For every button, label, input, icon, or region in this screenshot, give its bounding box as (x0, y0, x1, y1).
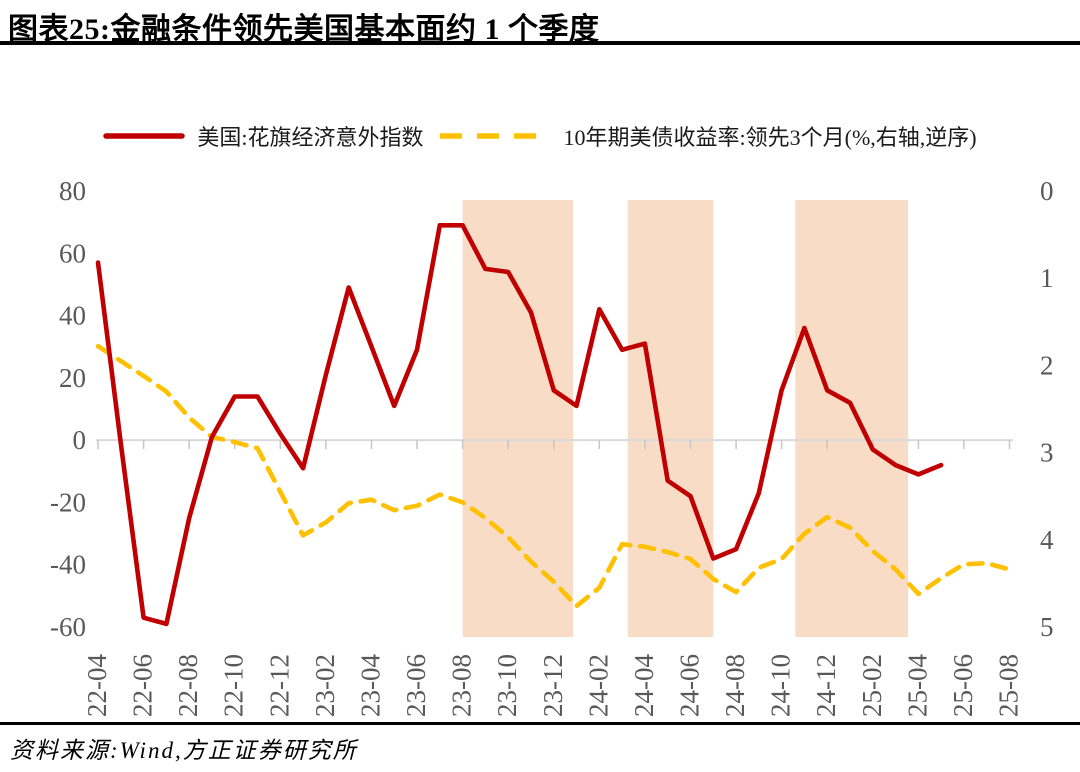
x-axis-label: 24-08 (720, 654, 750, 717)
x-axis-label: 22-12 (264, 654, 294, 717)
legend-item-ust10y-yield: 10年期美债收益率:领先3个月(%,右轴,逆序) (438, 120, 977, 152)
x-axis-label: 25-06 (948, 654, 978, 717)
x-axis-label: 25-08 (994, 654, 1024, 717)
x-axis-label: 25-02 (857, 654, 887, 717)
x-axis-label: 25-04 (902, 654, 932, 717)
figure-title: 图表25:金融条件领先美国基本面约 1 个季度 (8, 13, 600, 46)
x-axis-label: 23-08 (447, 654, 477, 717)
left-axis-label: 20 (59, 363, 86, 393)
highlight-band (627, 200, 714, 637)
x-axis-label: 22-08 (173, 654, 203, 717)
x-axis-label: 24-02 (583, 654, 613, 717)
ust10y-yield-line (95, 343, 1012, 609)
legend-item-citi-surprise: 美国:花旗经济意外指数 (103, 120, 424, 152)
right-axis-label: 0 (1040, 176, 1054, 206)
x-axis-label: 23-10 (492, 654, 522, 717)
footer-divider (0, 722, 1080, 725)
x-axis-label: 22-04 (82, 654, 112, 717)
highlight-band (462, 200, 574, 637)
x-axis-label: 24-10 (766, 654, 796, 717)
x-axis-label: 23-04 (356, 654, 386, 717)
left-axis-label: 60 (59, 238, 86, 268)
x-axis-label: 22-10 (219, 654, 249, 717)
legend-label-citi-surprise: 美国:花旗经济意外指数 (197, 125, 424, 150)
legend-swatch-gold-dashed-line (439, 133, 550, 139)
x-axis-label: 23-06 (401, 654, 431, 717)
x-axis-label: 24-04 (629, 654, 659, 717)
right-axis-label: 2 (1040, 350, 1054, 380)
right-axis-label: 1 (1040, 263, 1054, 293)
left-axis-label: -60 (50, 612, 86, 642)
chart-legend: 美国:花旗经济意外指数 10年期美债收益率:领先3个月(%,右轴,逆序) (0, 120, 1080, 152)
legend-label-ust10y-yield: 10年期美债收益率:领先3个月(%,右轴,逆序) (563, 125, 977, 150)
x-axis-label: 23-02 (310, 654, 340, 717)
right-axis-label: 5 (1040, 612, 1054, 642)
right-axis-label: 4 (1040, 525, 1054, 555)
right-axis-label: 3 (1040, 438, 1054, 468)
source-note: 资料来源:Wind,方正证券研究所 (10, 738, 358, 763)
x-axis-label: 22-06 (128, 654, 158, 717)
citi-surprise-line (95, 223, 944, 627)
chart-canvas: 22-04 22-06 22-08 22-10 22-12 23-02 23-04 23-06… (50, 176, 1054, 717)
x-axis-label: 24-06 (675, 654, 705, 717)
left-axis-label: 80 (59, 176, 86, 206)
x-axis-label: 23-12 (538, 654, 568, 717)
x-axis-label: 24-12 (811, 654, 841, 717)
left-axis-label: -20 (50, 487, 86, 517)
highlight-band (795, 200, 909, 637)
left-axis-label: 40 (59, 301, 86, 331)
legend-swatch-red-solid-line (103, 133, 186, 139)
title-divider (0, 41, 1080, 45)
left-axis-label: 0 (73, 425, 87, 455)
left-axis-label: -40 (50, 550, 86, 580)
